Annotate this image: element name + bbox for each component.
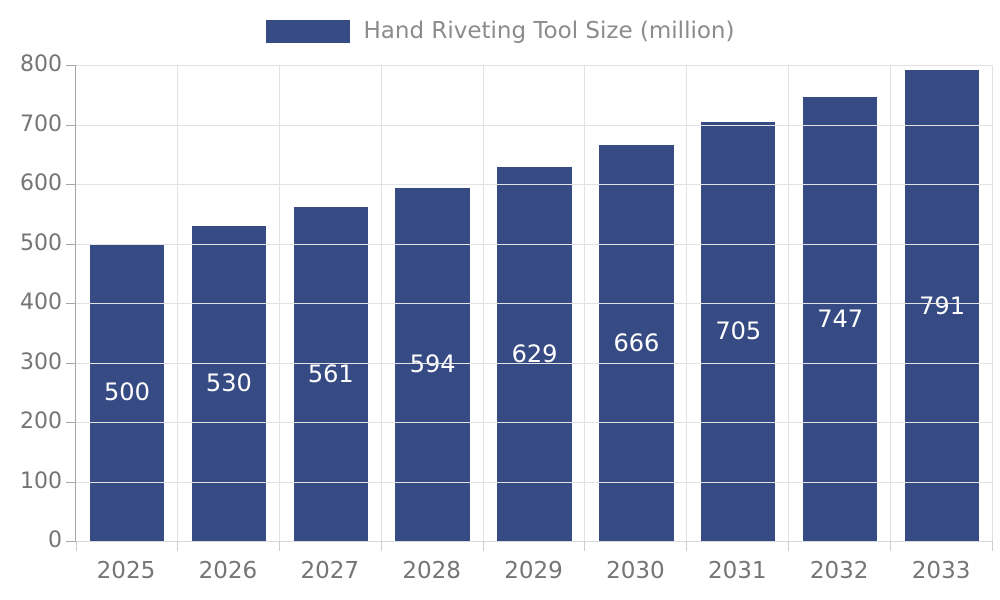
bar-value-label: 561 [307, 360, 354, 389]
bar-value-label: 791 [919, 291, 965, 320]
bar-value-label: 530 [205, 369, 252, 398]
gridline-v [482, 65, 484, 541]
x-tick [380, 541, 382, 551]
gridline-v [176, 65, 178, 541]
legend: Hand Riveting Tool Size (million) [0, 18, 1000, 44]
bar-group: 561 [280, 65, 382, 541]
legend-swatch [265, 19, 350, 43]
gridline-v [278, 65, 280, 541]
y-axis: 0 100 200 300 400 500 600 700 800 [0, 54, 62, 552]
y-tick [66, 481, 76, 483]
y-axis-label: 100 [20, 468, 62, 494]
x-tick [76, 541, 77, 551]
x-tick [278, 541, 280, 551]
x-tick [584, 541, 586, 551]
bar-group: 666 [585, 65, 687, 541]
bar-group: 500 [76, 65, 178, 541]
gridline-h [76, 124, 993, 126]
bar: 530 [191, 225, 267, 541]
x-tick [890, 541, 892, 551]
gridline-h [76, 481, 993, 483]
y-tick [66, 65, 76, 66]
x-axis-label: 2027 [300, 558, 359, 584]
bar-group: 791 [891, 65, 993, 541]
gridline-v [584, 65, 586, 541]
gridline-v [380, 65, 382, 541]
y-tick [66, 541, 76, 542]
bar-value-label: 747 [817, 304, 864, 333]
bar: 705 [701, 121, 776, 541]
x-tick [482, 541, 484, 551]
y-tick [66, 362, 76, 364]
bars-container: 500 530 561 594 629 666 705 747 791 [76, 65, 993, 541]
bar-value-label: 705 [715, 317, 762, 346]
x-tick [788, 541, 790, 551]
x-axis-label: 2028 [402, 558, 461, 584]
gridline-h [76, 184, 993, 185]
y-tick [66, 124, 76, 126]
bar-value-label: 666 [613, 328, 660, 357]
x-axis-label: 2029 [504, 558, 563, 584]
bar: 500 [89, 243, 165, 541]
gridline-h [76, 243, 993, 245]
bar: 666 [599, 144, 674, 541]
gridline-v [788, 65, 790, 541]
y-axis-label: 700 [20, 111, 62, 137]
y-axis-label: 0 [48, 528, 62, 553]
x-axis-label: 2033 [911, 558, 971, 584]
x-tick [686, 541, 688, 551]
gridline-v [890, 65, 892, 541]
y-tick [66, 184, 76, 185]
y-tick [66, 243, 76, 245]
x-axis-label: 2031 [708, 558, 767, 584]
x-axis-label: 2025 [96, 558, 156, 584]
x-tick [176, 541, 178, 551]
x-axis-label: 2026 [198, 558, 258, 584]
bar: 747 [802, 96, 878, 541]
x-tick [992, 541, 993, 551]
y-axis-label: 800 [20, 52, 62, 77]
legend-label: Hand Riveting Tool Size (million) [363, 18, 735, 44]
bar-value-label: 594 [409, 350, 456, 379]
y-axis-label: 400 [20, 290, 62, 315]
y-axis-label: 200 [20, 409, 62, 434]
gridline-h [76, 362, 993, 364]
x-axis: 2025 2026 2027 2028 2029 2030 2031 2032 2033 [75, 558, 992, 586]
y-tick [66, 422, 76, 423]
gridline-v [992, 65, 993, 541]
y-axis-label: 500 [20, 230, 62, 256]
gridline-v [686, 65, 688, 541]
bar-group: 705 [687, 65, 789, 541]
bar-value-label: 500 [104, 378, 150, 407]
y-axis-label: 300 [20, 349, 62, 375]
gridline-h [76, 422, 993, 423]
bar-group: 530 [178, 65, 280, 541]
plot-area: 500 530 561 594 629 666 705 747 791 [66, 65, 993, 551]
x-axis-label: 2030 [606, 558, 665, 584]
bar-value-label: 629 [511, 339, 558, 368]
y-axis-label: 600 [20, 171, 62, 196]
bar-group: 747 [789, 65, 891, 541]
bar: 791 [904, 70, 980, 541]
y-tick [66, 303, 76, 304]
gridline-h [76, 303, 993, 304]
bar: 561 [293, 207, 368, 541]
x-axis-label: 2032 [809, 558, 869, 584]
gridline-h [76, 65, 993, 66]
bar: 594 [395, 187, 470, 541]
bar: 629 [497, 166, 572, 541]
